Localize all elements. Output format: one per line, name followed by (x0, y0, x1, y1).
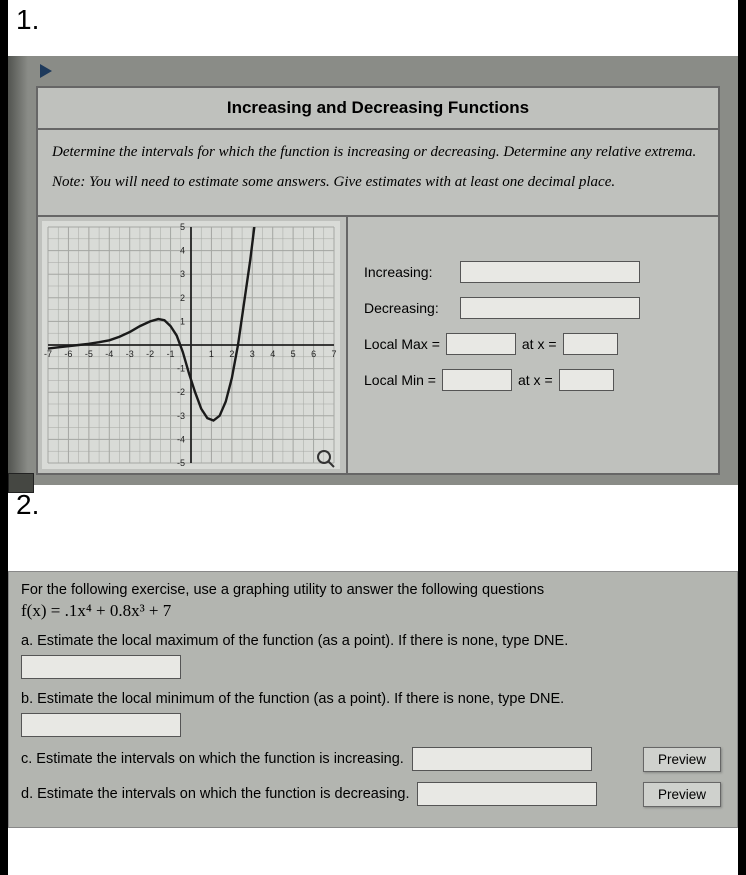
atx-label-2: at x = (518, 372, 553, 388)
q2-b-input[interactable] (21, 713, 181, 737)
question-1-number: 1. (8, 0, 738, 56)
svg-text:-5: -5 (85, 349, 93, 359)
play-icon[interactable] (40, 64, 52, 78)
svg-text:4: 4 (270, 349, 275, 359)
svg-text:4: 4 (180, 245, 185, 255)
question-2-number: 2. (8, 485, 738, 541)
q2-intro: For the following exercise, use a graphi… (21, 582, 721, 598)
svg-text:5: 5 (180, 222, 185, 232)
q2-c-input[interactable] (412, 747, 592, 771)
problem-title: Increasing and Decreasing Functions (38, 88, 718, 130)
localmax-input[interactable] (446, 333, 516, 355)
svg-text:-7: -7 (44, 349, 52, 359)
increasing-input[interactable] (460, 261, 640, 283)
corner-tab (8, 473, 34, 493)
preview-button-c[interactable]: Preview (643, 747, 721, 772)
atx-label-1: at x = (522, 336, 557, 352)
svg-text:-3: -3 (126, 349, 134, 359)
problem-box: Increasing and Decreasing Functions Dete… (36, 86, 720, 475)
svg-text:5: 5 (291, 349, 296, 359)
q2-formula: f(x) = .1x⁴ + 0.8x³ + 7 (21, 601, 721, 621)
svg-text:-5: -5 (177, 458, 185, 468)
svg-text:7: 7 (331, 349, 336, 359)
svg-text:-1: -1 (177, 363, 185, 373)
decreasing-input[interactable] (460, 297, 640, 319)
svg-text:3: 3 (180, 269, 185, 279)
svg-text:6: 6 (311, 349, 316, 359)
graph-cell: -7 -6 -5 -4 -3 -2 -1 1 2 3 4 5 6 7 -5 -4 -3 -2 -1 1 2 3 4 5 (38, 217, 348, 473)
instructions-line-1: Determine the intervals for which the fu… (52, 142, 704, 162)
magnify-icon[interactable] (316, 449, 336, 469)
function-graph: -7 -6 -5 -4 -3 -2 -1 1 2 3 4 5 6 7 -5 -4 -3 -2 -1 1 2 3 4 5 (42, 221, 340, 469)
preview-button-d[interactable]: Preview (643, 782, 721, 807)
svg-text:2: 2 (229, 349, 234, 359)
instructions: Determine the intervals for which the fu… (38, 130, 718, 217)
q2-d-input[interactable] (417, 782, 597, 806)
svg-text:-6: -6 (64, 349, 72, 359)
q2-part-d: d. Estimate the intervals on which the f… (21, 786, 409, 802)
q2-a-input[interactable] (21, 655, 181, 679)
q2-part-a: a. Estimate the local maximum of the fun… (21, 633, 721, 649)
decreasing-label: Decreasing: (364, 300, 454, 316)
svg-text:1: 1 (209, 349, 214, 359)
svg-text:3: 3 (250, 349, 255, 359)
left-shadow (8, 56, 28, 485)
problem-2-panel: For the following exercise, use a graphi… (8, 571, 738, 828)
inputs-panel: Increasing: Decreasing: Local Max = at x… (348, 217, 718, 473)
svg-text:-4: -4 (177, 434, 185, 444)
svg-text:-2: -2 (146, 349, 154, 359)
instructions-line-2: Note: You will need to estimate some ans… (52, 172, 704, 192)
increasing-label: Increasing: (364, 264, 454, 280)
svg-text:-4: -4 (105, 349, 113, 359)
localmin-label: Local Min = (364, 372, 436, 388)
svg-text:-3: -3 (177, 410, 185, 420)
q2-part-b: b. Estimate the local minimum of the fun… (21, 691, 721, 707)
localmin-input[interactable] (442, 369, 512, 391)
problem-1-panel: Increasing and Decreasing Functions Dete… (8, 56, 738, 485)
localmax-x-input[interactable] (563, 333, 618, 355)
svg-text:-1: -1 (167, 349, 175, 359)
q2-part-c: c. Estimate the intervals on which the f… (21, 751, 404, 767)
localmax-label: Local Max = (364, 336, 440, 352)
localmin-x-input[interactable] (559, 369, 614, 391)
svg-text:-2: -2 (177, 387, 185, 397)
svg-text:1: 1 (180, 316, 185, 326)
svg-text:2: 2 (180, 292, 185, 302)
